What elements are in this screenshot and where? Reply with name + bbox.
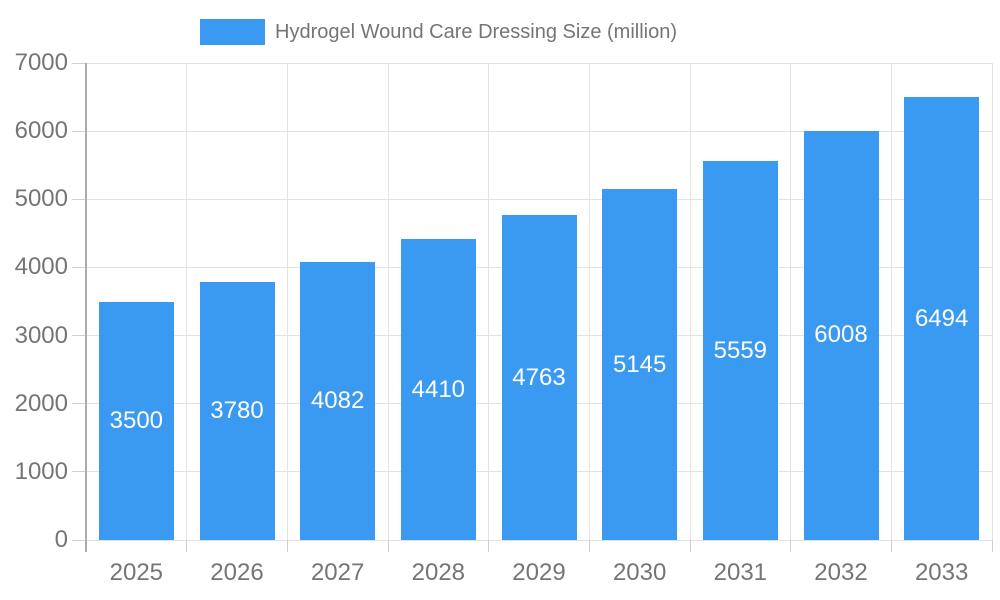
x-axis-label: 2033 bbox=[914, 559, 969, 586]
y-axis-label: 0 bbox=[54, 526, 68, 553]
bar: 6494 bbox=[904, 97, 980, 540]
y-tick bbox=[72, 130, 86, 132]
x-tick bbox=[588, 540, 590, 552]
y-tick bbox=[72, 403, 86, 405]
bar: 3500 bbox=[98, 301, 174, 540]
y-gridline bbox=[86, 130, 992, 132]
bar-value-label: 4763 bbox=[512, 363, 566, 391]
legend-label: Hydrogel Wound Care Dressing Size (milli… bbox=[275, 20, 678, 43]
bar-value-label: 3780 bbox=[210, 397, 264, 425]
y-axis-label: 5000 bbox=[14, 185, 68, 213]
bar: 5145 bbox=[602, 189, 678, 540]
bar: 6008 bbox=[803, 130, 879, 540]
x-axis-label: 2025 bbox=[109, 559, 164, 586]
legend-item[interactable]: Hydrogel Wound Care Dressing Size (milli… bbox=[200, 19, 677, 45]
x-tick bbox=[387, 540, 389, 552]
x-gridline bbox=[186, 63, 188, 540]
bar: 3780 bbox=[199, 282, 275, 540]
y-tick bbox=[72, 335, 86, 337]
x-gridline bbox=[890, 63, 892, 540]
x-gridline bbox=[488, 63, 490, 540]
bar-value-label: 6494 bbox=[914, 304, 969, 332]
x-axis-label: 2029 bbox=[512, 559, 566, 586]
bar-value-label: 4410 bbox=[411, 375, 466, 403]
y-tick bbox=[72, 539, 86, 541]
bar-value-label: 6008 bbox=[814, 321, 868, 349]
y-axis-label: 4000 bbox=[14, 253, 68, 281]
y-tick bbox=[72, 62, 86, 64]
bar: 5559 bbox=[702, 161, 778, 540]
x-gridline bbox=[790, 63, 792, 540]
y-tick bbox=[72, 198, 86, 200]
y-tick bbox=[72, 266, 86, 268]
x-gridline bbox=[689, 63, 691, 540]
x-tick bbox=[689, 540, 691, 552]
y-axis-label: 7000 bbox=[14, 49, 68, 76]
x-tick bbox=[186, 540, 188, 552]
x-tick bbox=[286, 540, 288, 552]
x-gridline bbox=[588, 63, 590, 540]
y-axis-line bbox=[85, 63, 87, 552]
bar-value-label: 5559 bbox=[713, 336, 768, 364]
x-axis-label: 2031 bbox=[713, 559, 768, 586]
x-gridline bbox=[991, 63, 993, 540]
bar: 4082 bbox=[300, 261, 376, 540]
y-gridline bbox=[86, 62, 992, 64]
bar-value-label: 3500 bbox=[109, 406, 164, 434]
x-axis-label: 2026 bbox=[210, 559, 264, 586]
bar: 4410 bbox=[400, 239, 476, 540]
legend-swatch bbox=[200, 19, 265, 45]
y-gridline bbox=[86, 198, 992, 200]
bar-value-label: 5145 bbox=[612, 350, 667, 378]
x-tick bbox=[790, 540, 792, 552]
bar: 4763 bbox=[501, 215, 577, 540]
y-tick bbox=[72, 471, 86, 473]
y-axis-label: 1000 bbox=[14, 457, 68, 485]
x-axis-label: 2028 bbox=[411, 559, 466, 586]
x-gridline bbox=[286, 63, 288, 540]
x-tick bbox=[991, 540, 993, 552]
x-gridline bbox=[387, 63, 389, 540]
x-axis-label: 2032 bbox=[814, 559, 868, 586]
x-axis-label: 2027 bbox=[310, 559, 365, 586]
x-axis-label: 2030 bbox=[612, 559, 667, 586]
x-tick bbox=[890, 540, 892, 552]
bar-value-label: 4082 bbox=[310, 386, 365, 414]
y-axis-label: 6000 bbox=[14, 117, 68, 145]
y-axis-label: 3000 bbox=[14, 321, 68, 349]
y-gridline bbox=[86, 539, 992, 541]
x-tick bbox=[488, 540, 490, 552]
y-axis-label: 2000 bbox=[14, 389, 68, 417]
